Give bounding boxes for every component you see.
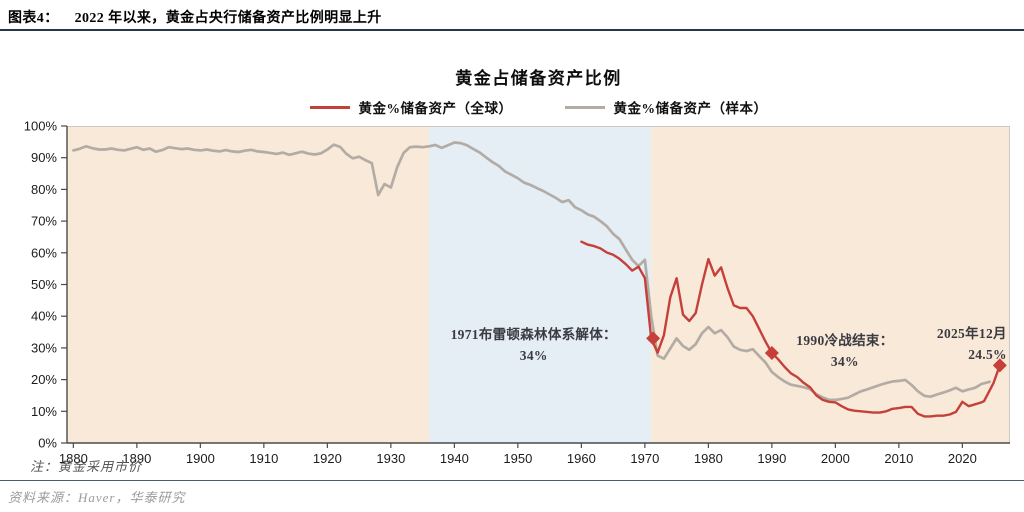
x-tick-label: 1990 [757, 451, 786, 466]
y-tick-label: 80% [31, 182, 57, 197]
x-tick-label: 2020 [948, 451, 977, 466]
y-tick-label: 20% [31, 372, 57, 387]
x-tick-label: 2010 [884, 451, 913, 466]
background-band-0 [67, 126, 429, 443]
x-tick-label: 1930 [376, 451, 405, 466]
series-line-1 [72, 141, 992, 402]
x-tick-label: 1910 [249, 451, 278, 466]
legend-swatch-gray-line [564, 105, 605, 109]
figure-header: 图表4： 2022 年以来，黄金占央行储备资产比例明显上升 [8, 7, 382, 27]
header-divider [0, 29, 1024, 31]
y-tick-label: 100% [24, 119, 58, 134]
y-tick-label: 10% [31, 404, 57, 419]
background-band-2 [651, 126, 1010, 443]
x-tick-label: 2000 [821, 451, 850, 466]
y-tick-label: 30% [31, 340, 57, 355]
event-marker-0 [646, 331, 661, 346]
annotation-1: 1990冷战结束： 34% [796, 330, 893, 372]
legend-item-sample: 黄金%储备资产（样本） [564, 97, 768, 117]
legend-label-global: 黄金%储备资产（全球） [358, 101, 513, 116]
legend-label-sample: 黄金%储备资产（样本） [613, 101, 768, 116]
source-line: 资料来源：Haver，华泰研究 [8, 490, 186, 505]
x-tick-label: 1890 [122, 451, 151, 466]
y-tick-label: 50% [31, 277, 57, 292]
y-tick-label: 60% [31, 245, 57, 260]
figure-title: 2022 年以来，黄金占央行储备资产比例明显上升 [74, 11, 382, 26]
chart-legend: 黄金%储备资产（全球） 黄金%储备资产（样本） [67, 97, 1010, 117]
plot-area: 1880 1890 1900 1910 1920 1930 1940 1950 1960 1970… [24, 119, 1010, 466]
event-marker-1 [764, 345, 779, 360]
chart-title: 黄金占储备资产比例 [455, 69, 622, 88]
x-tick-label: 1940 [440, 451, 469, 466]
x-tick-label: 1880 [59, 451, 88, 466]
annotation-line: 34% [830, 354, 859, 370]
x-tick-label: 1900 [186, 451, 215, 466]
legend-item-global: 黄金%储备资产（全球） [309, 97, 513, 117]
event-marker-2 [992, 358, 1007, 373]
x-tick-label: 1950 [503, 451, 532, 466]
background-band-1 [428, 126, 652, 443]
annotation-line: 1990冷战结束： [796, 333, 894, 349]
y-tick-label: 70% [31, 214, 57, 229]
x-tick-label: 1970 [630, 451, 659, 466]
annotation-0: 1971布雷顿森林体系解体： 34% [451, 324, 617, 366]
footnote: 注：黄金采用市价 [30, 459, 143, 474]
line-chart-canvas: 1880 1890 1900 1910 1920 1930 1940 1950 1960 1970… [24, 119, 1010, 466]
x-tick-label: 1960 [567, 451, 596, 466]
annotation-line: 2025年12月 [936, 326, 1007, 342]
y-tick-label: 0% [38, 436, 57, 451]
annotation-line: 34% [519, 348, 548, 364]
x-tick-label: 1980 [694, 451, 723, 466]
annotation-line: 24.5% [968, 347, 1007, 363]
legend-swatch-red-line [309, 105, 350, 109]
annotation-2: 2025年12月 24.5% [937, 323, 1007, 365]
x-tick-label: 1920 [313, 451, 342, 466]
y-tick-label: 40% [31, 309, 57, 324]
annotation-line: 1971布雷顿森林体系解体： [450, 327, 617, 343]
y-tick-label: 90% [31, 150, 57, 165]
figure-number: 图表4： [8, 11, 59, 26]
footer-divider [0, 480, 1024, 481]
